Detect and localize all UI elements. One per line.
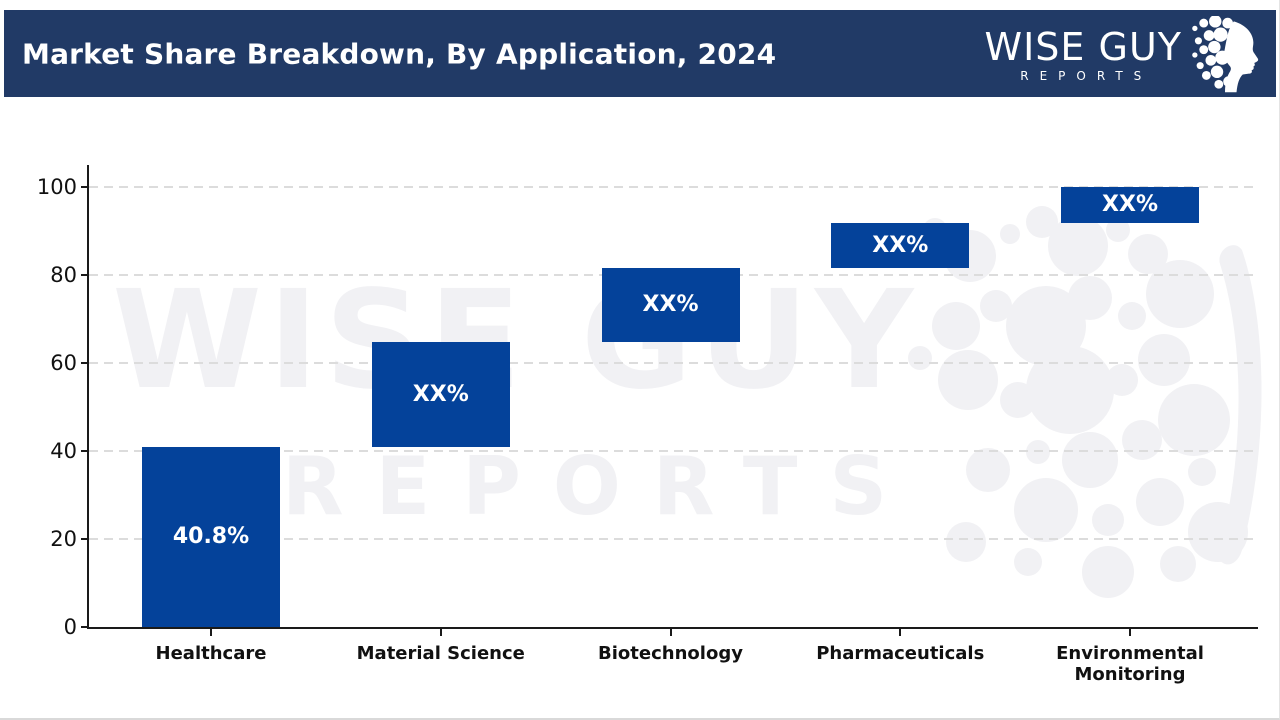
x-axis-tick-mark [210, 629, 212, 636]
y-axis-tick-mark [81, 274, 88, 276]
waterfall-chart: 0 20 40 60 80 100 40.8% Healthcare XX% Material S… [0, 97, 1280, 717]
logo-subtitle: REPORTS [1020, 69, 1153, 83]
waterfall-bar [1061, 187, 1199, 224]
x-axis-tick-mark [899, 629, 902, 636]
y-axis-tick-mark [81, 450, 88, 452]
logo-wordmark: WISE GUY [984, 25, 1182, 69]
wise-guy-logo-text: WISE GUY REPORTS [985, 27, 1182, 83]
y-axis-tick-mark [81, 626, 88, 628]
category-label: Pharmaceuticals [816, 643, 985, 664]
y-axis-tick-label: 100 [36, 175, 77, 199]
waterfall-bar [601, 267, 740, 342]
gridline [89, 362, 1258, 364]
wise-guy-logo: WISE GUY REPORTS [985, 16, 1264, 94]
x-axis-tick-mark [669, 629, 672, 636]
y-axis-tick-mark [81, 538, 88, 540]
watermark-head-icon [877, 206, 1262, 598]
watermark-subtitle: REPORTS [282, 440, 920, 533]
y-axis-tick-label: 80 [50, 263, 77, 287]
x-axis-line [87, 627, 1258, 629]
y-axis-tick-label: 20 [50, 527, 77, 551]
y-axis-tick-label: 40 [50, 439, 77, 463]
bar-value-label: XX% [642, 291, 699, 317]
y-axis-tick-label: 60 [50, 351, 77, 375]
y-axis-tick-label: 0 [63, 615, 77, 639]
bar-value-label: XX% [1102, 192, 1158, 218]
gridline [89, 450, 1258, 452]
waterfall-bar [831, 223, 970, 268]
bar-value-label: 40.8% [172, 524, 250, 550]
bar-value-label: XX% [872, 232, 929, 258]
y-axis-line [87, 165, 89, 629]
y-axis-tick-mark [81, 186, 88, 188]
page-title: Market Share Breakdown, By Application, … [22, 37, 777, 70]
gridline [89, 186, 1258, 188]
gridline [89, 538, 1258, 540]
category-label: Biotechnology [598, 643, 743, 664]
waterfall-bar [371, 341, 510, 448]
x-axis-tick-mark [439, 629, 442, 636]
category-label: Environmental Monitoring [1056, 643, 1204, 685]
bar-value-label: XX% [412, 381, 469, 407]
x-axis-tick-mark [1129, 629, 1131, 636]
category-label: Healthcare [155, 643, 267, 664]
wise-guy-head-icon [1192, 16, 1259, 93]
header-banner: Market Share Breakdown, By Application, … [4, 10, 1276, 97]
y-axis-tick-mark [81, 362, 88, 364]
waterfall-bar [142, 447, 280, 627]
watermark-wordmark: WISE GUY [112, 262, 920, 420]
category-label: Material Science [356, 643, 525, 664]
